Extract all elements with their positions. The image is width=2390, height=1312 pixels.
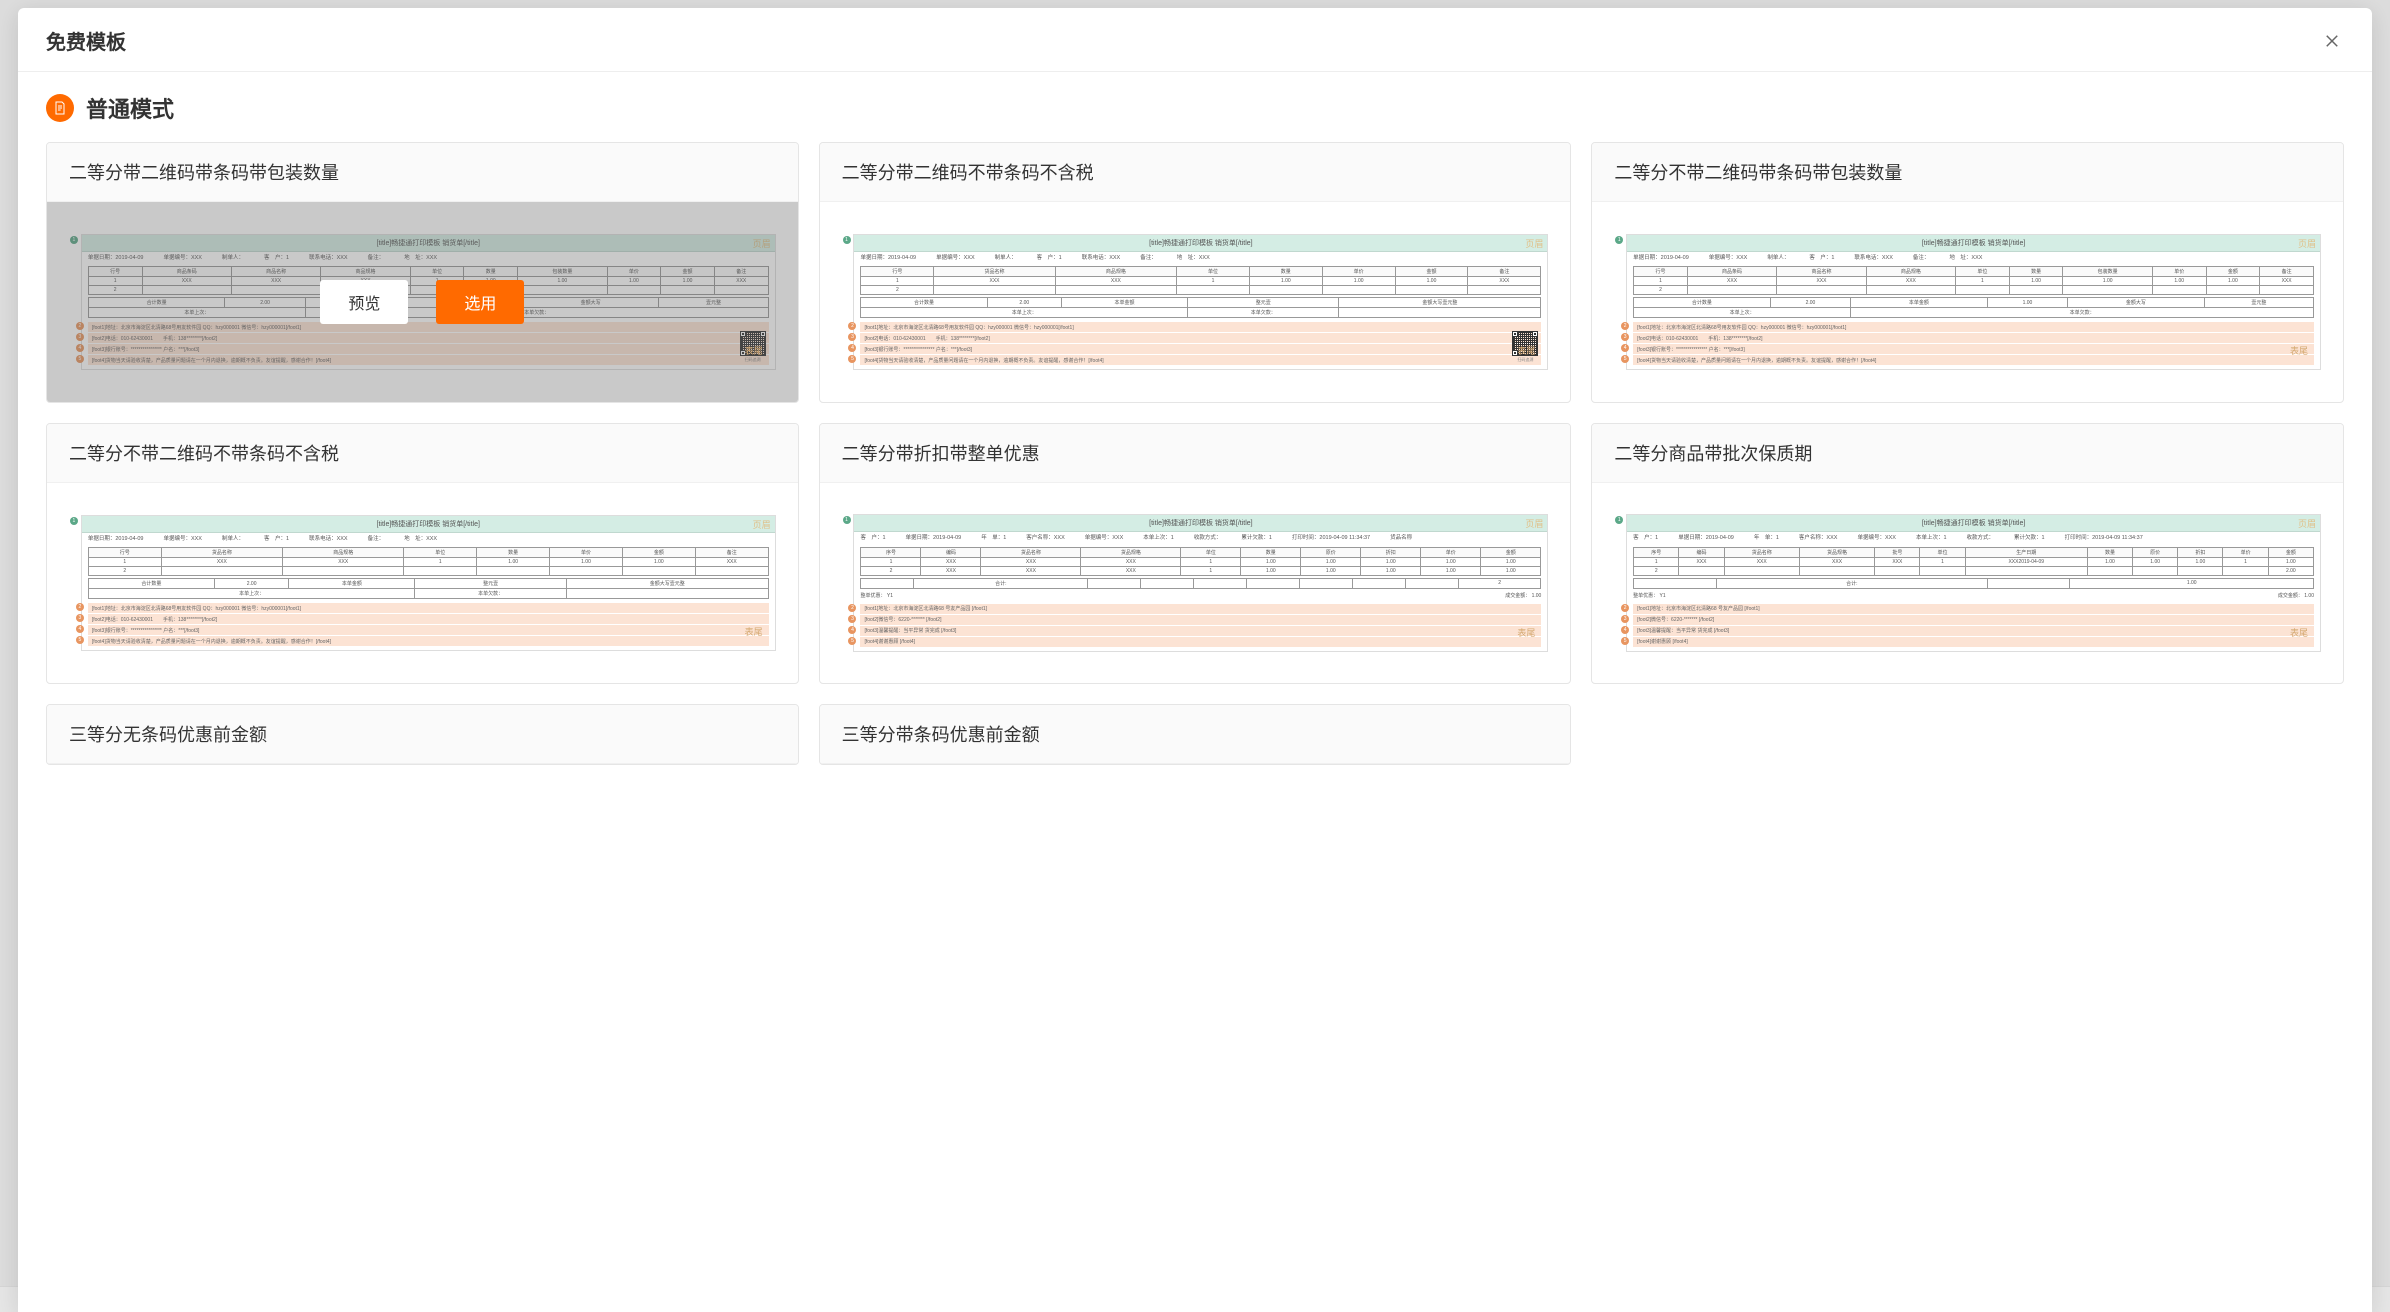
template-card[interactable]: 二等分带二维码不带条码不含税 1 [title]畅捷通打印模板 销货单[/tit… (819, 142, 1572, 403)
template-card-title: 二等分带折扣带整单优惠 (820, 424, 1571, 483)
modal-body[interactable]: 普通模式 二等分带二维码带条码带包装数量 1 [title]畅捷通打印模板 销货… (18, 71, 2372, 1312)
template-preview: 1 [title]畅捷通打印模板 销货单[/title]页眉 单据日期：2019… (820, 202, 1571, 402)
select-button[interactable]: 选用 (436, 280, 524, 324)
template-card-title: 三等分无条码优惠前金额 (47, 705, 798, 764)
template-card[interactable]: 二等分不带二维码带条码带包装数量 1 [title]畅捷通打印模板 销货单[/t… (1591, 142, 2344, 403)
modal-title: 免费模板 (46, 26, 126, 55)
template-preview: 1 [title]畅捷通打印模板 销货单[/title]页眉 单据日期：2019… (47, 202, 798, 402)
template-card[interactable]: 三等分无条码优惠前金额 (46, 704, 799, 765)
card-hover-overlay: 预览 选用 (47, 202, 798, 402)
template-card-title: 二等分不带二维码不带条码不含税 (47, 424, 798, 483)
template-card[interactable]: 二等分带折扣带整单优惠 1 [title]畅捷通打印模板 销货单[/title]… (819, 423, 1572, 684)
template-picker-modal: 免费模板 普通模式 二等分带二维码带条码带包装数量 1 [title]畅捷通打印… (18, 8, 2372, 1312)
template-card[interactable]: 二等分商品带批次保质期 1 [title]畅捷通打印模板 销货单[/title]… (1591, 423, 2344, 684)
document-icon (46, 94, 74, 122)
template-card[interactable]: 二等分不带二维码不带条码不含税 1 [title]畅捷通打印模板 销货单[/ti… (46, 423, 799, 684)
template-preview: 1 [title]畅捷通打印模板 销货单[/title]页眉 单据日期：2019… (1592, 202, 2343, 402)
template-card-title: 二等分不带二维码带条码带包装数量 (1592, 143, 2343, 202)
close-icon (2323, 32, 2341, 50)
template-preview: 1 [title]畅捷通打印模板 销货单[/title]页眉 客 户：1单据日期… (820, 483, 1571, 683)
template-card-title: 二等分带二维码不带条码不含税 (820, 143, 1571, 202)
template-preview: 1 [title]畅捷通打印模板 销货单[/title]页眉 单据日期：2019… (47, 483, 798, 683)
template-card-title: 二等分商品带批次保质期 (1592, 424, 2343, 483)
section-header: 普通模式 (46, 72, 2344, 142)
modal-header: 免费模板 (18, 8, 2372, 71)
close-button[interactable] (2320, 29, 2344, 53)
template-preview: 1 [title]畅捷通打印模板 销货单[/title]页眉 客 户：1单据日期… (1592, 483, 2343, 683)
section-title: 普通模式 (86, 92, 174, 124)
template-card-title: 三等分带条码优惠前金额 (820, 705, 1571, 764)
template-grid: 二等分带二维码带条码带包装数量 1 [title]畅捷通打印模板 销货单[/ti… (46, 142, 2344, 765)
template-card[interactable]: 三等分带条码优惠前金额 (819, 704, 1572, 765)
template-card[interactable]: 二等分带二维码带条码带包装数量 1 [title]畅捷通打印模板 销货单[/ti… (46, 142, 799, 403)
template-card-title: 二等分带二维码带条码带包装数量 (47, 143, 798, 202)
preview-button[interactable]: 预览 (320, 280, 408, 324)
